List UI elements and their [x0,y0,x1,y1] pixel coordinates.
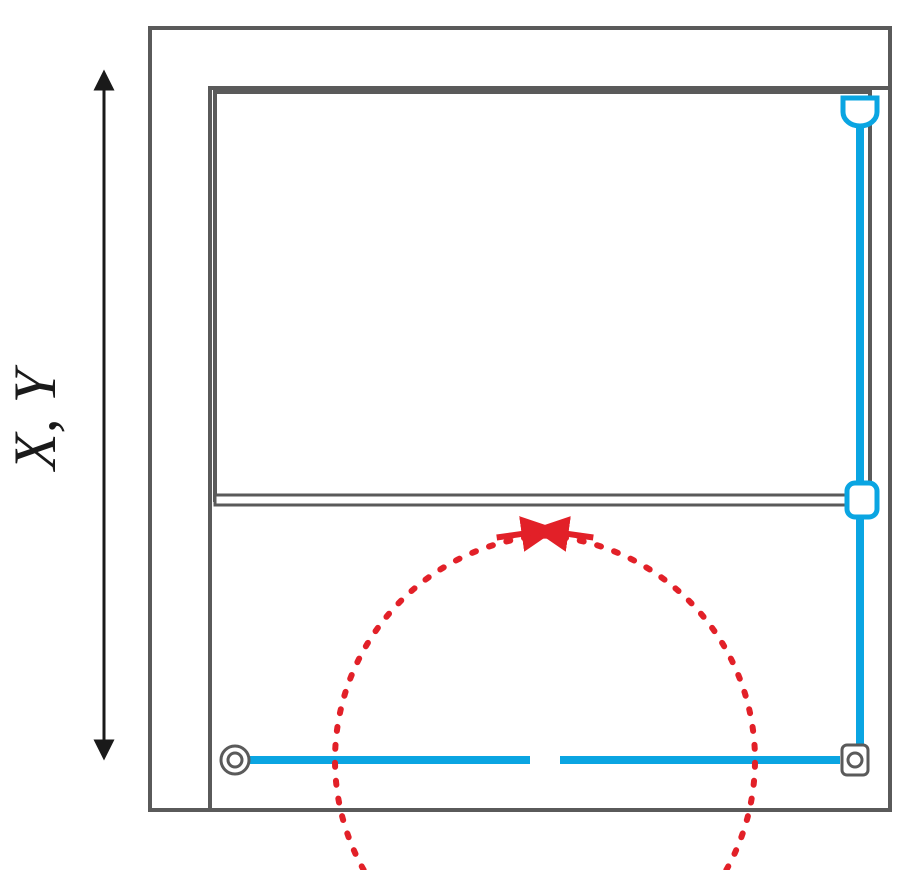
hinge-left-outer-icon [221,746,249,774]
hinge-right-outer-icon [842,745,868,775]
top-fitting-icon [843,98,877,126]
mid-fitting-icon [847,483,877,517]
swing-arc-right [335,535,591,870]
diagram-root: X, Y [0,0,900,870]
horizontal-rail [215,495,855,505]
swing-arc-left [499,535,755,870]
dimension-label: X, Y [2,364,68,472]
wall-l-shape [150,28,890,810]
outer-frame [150,28,890,810]
fixed-panel [215,92,870,500]
